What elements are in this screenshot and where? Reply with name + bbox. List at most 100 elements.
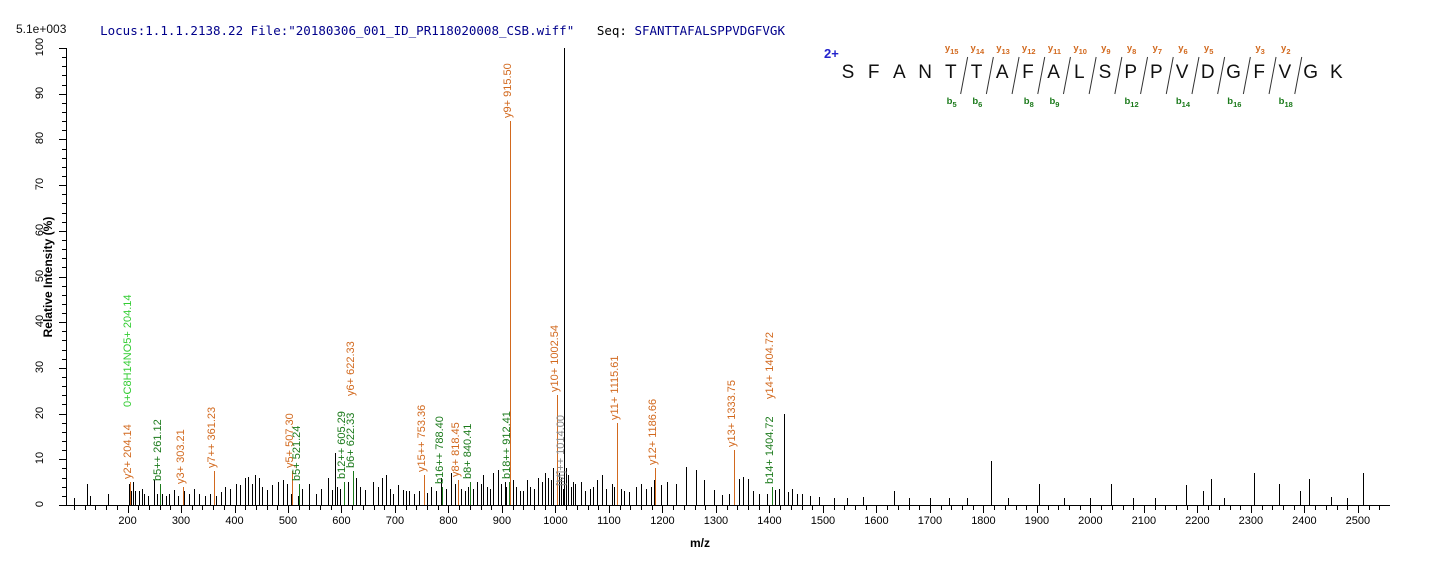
y-tick (62, 57, 66, 58)
noise-peak (1363, 473, 1364, 505)
sequence-residue: A (995, 62, 1009, 83)
noise-peak (819, 497, 820, 505)
sequence-residue: V (1175, 62, 1189, 83)
x-tick-label: 1500 (810, 515, 836, 527)
x-tick-label: 2200 (1185, 515, 1210, 527)
noise-peak (129, 484, 130, 505)
base-peak (564, 48, 565, 505)
x-tick (834, 506, 835, 510)
noise-peak (624, 491, 625, 505)
sequence-residue: L (1074, 62, 1085, 83)
sequence-residue: D (1200, 62, 1215, 83)
y-ion-label: y15 (944, 43, 959, 56)
noise-peak (473, 489, 474, 505)
noise-peak (131, 491, 132, 505)
x-tick (138, 506, 139, 510)
y-tick (62, 359, 66, 360)
x-tick (352, 506, 353, 510)
noise-peak (561, 478, 562, 505)
noise-peak (328, 478, 329, 505)
fragment-peak (655, 468, 656, 505)
x-tick (1080, 506, 1081, 510)
noise-peak (139, 491, 140, 505)
x-tick (909, 506, 910, 510)
noise-peak (194, 489, 195, 505)
noise-peak (581, 482, 582, 505)
x-tick (684, 506, 685, 510)
y-ion-label: y14 (970, 43, 985, 56)
y-tick (62, 350, 66, 351)
noise-peak (571, 487, 572, 505)
x-tick (652, 506, 653, 510)
x-tick (823, 506, 824, 513)
x-tick (117, 506, 118, 510)
noise-peak (621, 489, 622, 505)
noise-peak (133, 482, 134, 505)
noise-peak (108, 494, 109, 505)
noise-peak (148, 496, 149, 505)
noise-peak (593, 487, 594, 505)
noise-peak (142, 489, 143, 505)
noise-peak (382, 478, 383, 505)
noise-peak (847, 498, 848, 505)
noise-peak (894, 491, 895, 505)
x-tick (780, 506, 781, 510)
noise-peak (590, 489, 591, 505)
fragment-peak (734, 450, 735, 505)
noise-peak (465, 491, 466, 505)
noise-peak (527, 480, 528, 505)
noise-peak (1254, 473, 1255, 505)
noise-peak (436, 491, 437, 505)
y-tick (62, 213, 66, 214)
noise-peak (1133, 498, 1134, 505)
noise-peak (1300, 491, 1301, 505)
sequence-residue: F (1022, 62, 1034, 83)
x-tick (277, 506, 278, 510)
fragment-peak (130, 482, 131, 505)
noise-peak (236, 484, 237, 505)
fragment-peak (160, 484, 161, 505)
y-tick (62, 112, 66, 113)
y-ion-label: y12 (1021, 43, 1036, 56)
x-tick (267, 506, 268, 510)
x-tick-label: 600 (332, 515, 351, 527)
y-tick (59, 322, 66, 323)
x-tick (1048, 506, 1049, 510)
x-tick (160, 506, 161, 510)
noise-peak (553, 468, 554, 505)
x-tick (128, 506, 129, 513)
y-tick (62, 203, 66, 204)
noise-peak (332, 490, 333, 505)
noise-peak (337, 487, 338, 505)
x-tick-label: 1100 (597, 515, 621, 527)
x-tick (1133, 506, 1134, 510)
noise-peak (696, 470, 697, 505)
noise-peak (245, 478, 246, 505)
x-tick (769, 506, 770, 513)
y-tick (62, 404, 66, 405)
noise-peak (788, 492, 789, 505)
noise-peak (487, 487, 488, 505)
sequence-residue: A (893, 62, 906, 83)
x-axis-line (66, 505, 1390, 506)
x-tick (288, 506, 289, 513)
x-tick (1005, 506, 1006, 510)
noise-peak (743, 477, 744, 505)
y-axis-line (66, 48, 67, 506)
noise-peak (636, 487, 637, 505)
noise-peak (516, 487, 517, 505)
x-tick-label: 1300 (703, 515, 729, 527)
y-tick (62, 468, 66, 469)
noise-peak (641, 484, 642, 505)
x-tick (962, 506, 963, 510)
noise-peak (597, 480, 598, 505)
y-ion-label: y10 (1073, 43, 1087, 56)
x-tick-label: 2000 (1078, 515, 1103, 527)
noise-peak (542, 482, 543, 505)
y-tick (62, 295, 66, 296)
fragment-peak (292, 471, 293, 505)
noise-peak (174, 490, 175, 505)
fragment-peak (424, 475, 425, 505)
noise-peak (797, 494, 798, 505)
